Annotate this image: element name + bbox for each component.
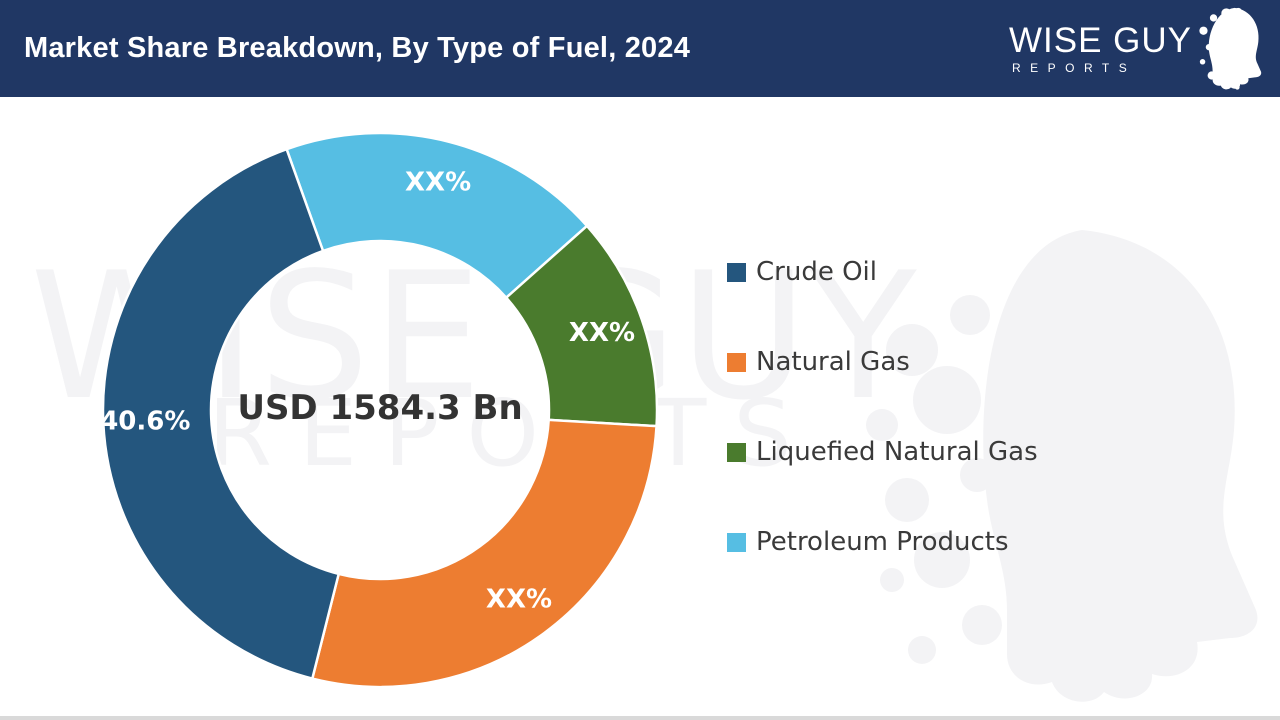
page-title: Market Share Breakdown, By Type of Fuel,… [24,32,691,64]
legend-swatch-petroleum-products [727,532,746,552]
brand-name: WISE GUY [1008,20,1192,60]
donut-slice-natural-gas [311,418,658,689]
legend-swatch-natural-gas [727,352,746,372]
legend-item-liquefied-natural-gas: Liquefied Natural Gas [727,432,1038,472]
footer-strip [0,716,1280,720]
slice-label-natural-gas: XX% [486,585,552,615]
donut-slice-petroleum-products [285,131,589,299]
slice-label-crude-oil: 40.6% [100,406,190,436]
legend-label-crude-oil: Crude Oil [756,257,877,287]
donut-center-value: USD 1584.3 Bn [237,388,523,428]
brand-logo: WISE GUY REPORTS [1009,3,1262,95]
legend: Crude Oil Natural Gas Liquefied Natural Ga… [727,252,1038,612]
legend-label-natural-gas: Natural Gas [756,347,910,377]
watermark-face [866,230,1258,702]
brand-text: WISE GUY REPORTS [1009,23,1192,75]
legend-swatch-liquefied-natural-gas [727,442,746,462]
donut-chart: XX% XX% XX% 40.6% [100,131,659,689]
legend-swatch-crude-oil [727,262,746,282]
legend-item-crude-oil: Crude Oil [727,252,1038,292]
legend-item-petroleum-products: Petroleum Products [727,522,1038,562]
brand-face-icon [1199,7,1262,90]
legend-label-liquefied-natural-gas: Liquefied Natural Gas [756,437,1038,467]
legend-item-natural-gas: Natural Gas [727,342,1038,382]
slice-label-liquefied-natural-gas: XX% [569,318,635,348]
legend-label-petroleum-products: Petroleum Products [756,527,1009,557]
watermark-text-line2: REPORTS [208,380,819,487]
donut-slice-crude-oil [101,147,340,680]
brand-subname: REPORTS [1011,60,1137,75]
header: Market Share Breakdown, By Type of Fuel,… [0,0,1280,97]
slice-label-petroleum-products: XX% [405,167,471,197]
